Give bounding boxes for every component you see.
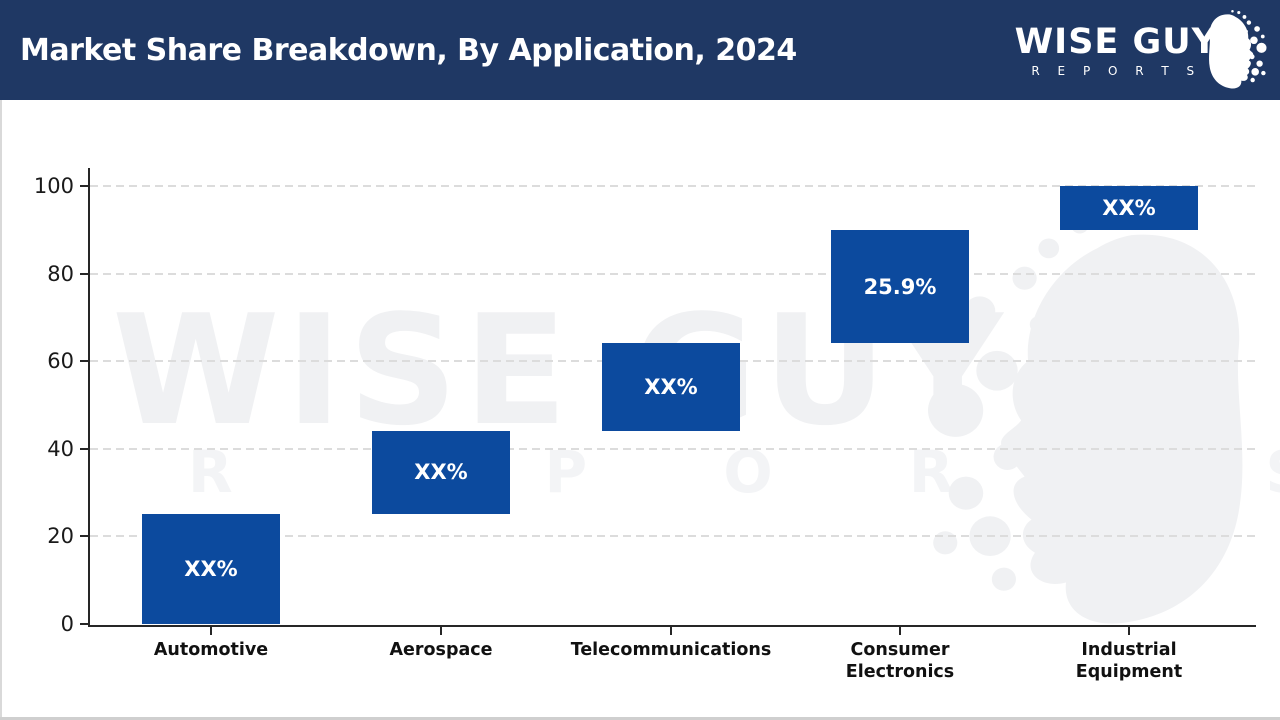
x-axis-line [88,625,1256,627]
bar-value-label-telecommunications: XX% [644,375,698,400]
y-axis-tick-60 [80,360,88,363]
page-bottom-border [0,717,1280,720]
bar-aerospace: XX% [372,430,510,514]
x-axis-tick-telecommunications [670,627,672,635]
x-axis-tick-automotive [210,627,212,635]
x-axis-tick-consumer-electronics [899,627,901,635]
x-axis-tick-aerospace [440,627,442,635]
gridline-y-80 [90,272,1256,275]
gridline-y-20 [90,535,1256,538]
y-axis-tick-label-0: 0 [60,612,74,636]
bar-value-label-aerospace: XX% [414,460,468,485]
brand-logo-text: WISE GUY R E P O R T S [1014,21,1218,78]
bar-value-label-consumer-electronics: 25.9% [863,274,937,299]
y-axis-tick-0 [80,623,88,625]
gridline-y-100 [90,185,1256,187]
y-axis-tick-label-40: 40 [47,436,74,461]
category-label-industrial-equipment: Industrial Equipment [1075,640,1183,682]
bar-automotive: XX% [142,513,280,624]
brand-name: WISE GUY [1014,21,1218,62]
bar-telecommunications: XX% [602,343,740,431]
brand-logo: WISE GUY R E P O R T S [1015,10,1268,92]
page-title: Market Share Breakdown, By Application, … [20,32,797,68]
y-axis-tick-label-100: 100 [33,174,74,198]
brand-subname: R E P O R T S [1031,63,1202,78]
y-axis-line [88,168,90,627]
y-axis-tick-40 [80,447,88,450]
face-profile-dots-icon [1209,10,1267,89]
gridline-y-40 [90,447,1256,450]
y-axis-tick-100 [80,185,88,187]
bar-consumer-electronics: 25.9% [831,229,969,344]
bar-industrial-equipment: XX% [1060,186,1198,230]
y-axis-tick-label-20: 20 [47,524,74,549]
y-axis-tick-label-60: 60 [47,349,74,374]
bar-value-label-automotive: XX% [184,556,238,581]
y-axis-tick-80 [80,272,88,275]
category-label-automotive: Automotive [153,640,269,660]
category-label-consumer-electronics: Consumer Electronics [845,640,955,682]
y-axis-tick-20 [80,535,88,538]
category-label-telecommunications: Telecommunications [570,640,772,660]
x-axis-tick-industrial-equipment [1128,627,1130,635]
header-bar: Market Share Breakdown, By Application, … [0,0,1280,100]
bar-value-label-industrial-equipment: XX% [1102,195,1156,220]
category-label-aerospace: Aerospace [389,640,493,660]
page-left-border [0,100,2,720]
y-axis-tick-label-80: 80 [47,261,74,286]
